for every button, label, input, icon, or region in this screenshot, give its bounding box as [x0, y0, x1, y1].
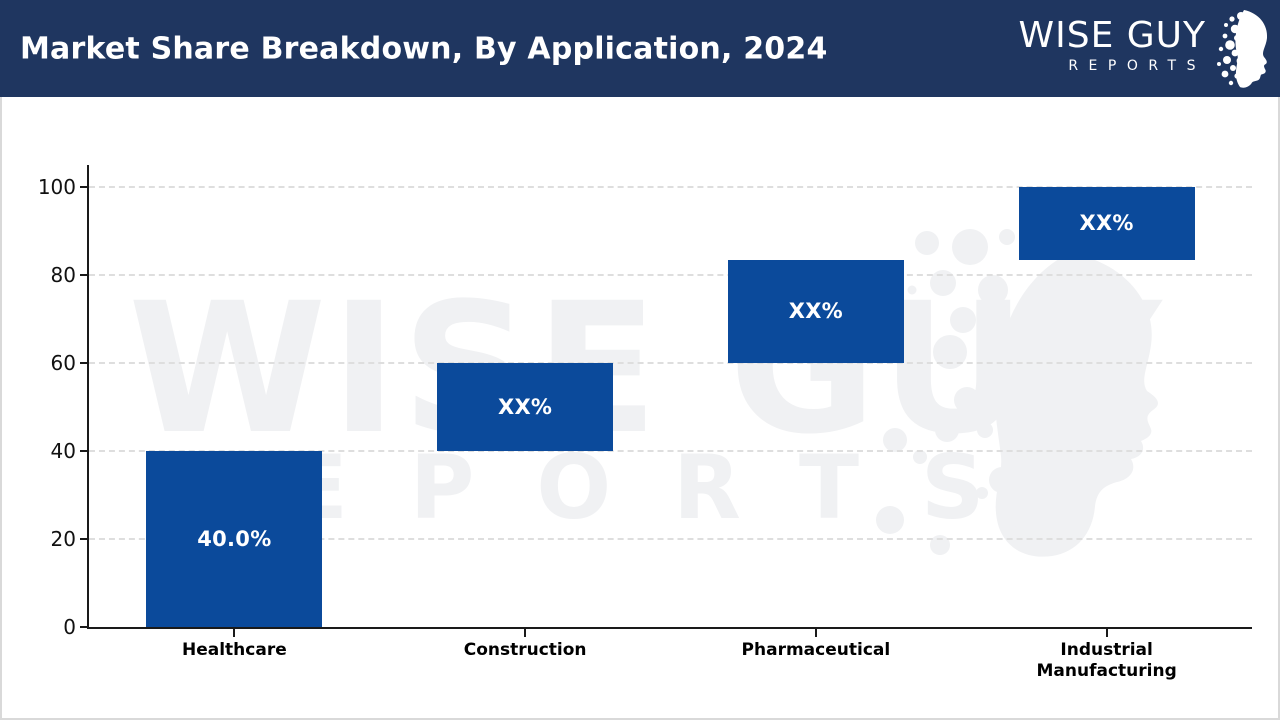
gridline-100 [89, 186, 1252, 188]
bar-pharmaceutical: XX% [727, 259, 904, 363]
y-tick-20 [80, 538, 87, 540]
wiseguy-face-icon [1217, 10, 1268, 88]
bar-value-label-3: XX% [1079, 211, 1134, 236]
gridline-60 [89, 362, 1252, 364]
x-tick-2 [814, 629, 817, 637]
y-tick-60 [80, 362, 87, 364]
y-tick-label-40: 40 [50, 439, 76, 463]
bar-industrial-manufacturing: XX% [1018, 187, 1195, 260]
bar-healthcare: 40.0% [146, 451, 323, 627]
y-tick-label-60: 60 [50, 351, 76, 375]
category-label-2: Pharmaceutical [741, 640, 891, 660]
gridline-20 [89, 538, 1252, 540]
x-tick-0 [233, 629, 236, 637]
y-tick-100 [80, 186, 87, 188]
bar-construction: XX% [437, 363, 614, 451]
y-tick-label-20: 20 [50, 527, 76, 551]
bar-value-label-1: XX% [497, 395, 553, 419]
wiseguy-logo: WISE GUY REPORTS [1019, 7, 1270, 91]
category-label-0: Healthcare [182, 640, 287, 660]
header-bar: Market Share Breakdown, By Application, … [0, 0, 1280, 97]
x-axis-line [87, 627, 1252, 629]
category-label-1: Construction [463, 640, 587, 660]
y-tick-label-0: 0 [63, 615, 76, 639]
bar-value-label-0: 40.0% [197, 527, 272, 551]
gridline-80 [89, 274, 1252, 276]
y-tick-label-80: 80 [50, 263, 76, 287]
category-label-3: Industrial Manufacturing [1036, 640, 1177, 681]
y-tick-label-100: 100 [37, 175, 76, 199]
wiseguy-logo-tagline: REPORTS [1068, 58, 1206, 74]
y-tick-80 [80, 274, 87, 276]
wiseguy-logo-name: WISE GUY [1018, 15, 1206, 56]
x-tick-3 [1105, 629, 1108, 637]
gridline-40 [89, 450, 1252, 452]
y-tick-0 [80, 626, 87, 628]
page-title: Market Share Breakdown, By Application, … [20, 31, 828, 66]
x-tick-1 [524, 629, 527, 637]
y-axis-line [87, 165, 89, 629]
bar-value-label-2: XX% [788, 299, 844, 324]
wiseguy-logo-text: WISE GUY REPORTS [1019, 16, 1207, 75]
y-tick-40 [80, 450, 87, 452]
